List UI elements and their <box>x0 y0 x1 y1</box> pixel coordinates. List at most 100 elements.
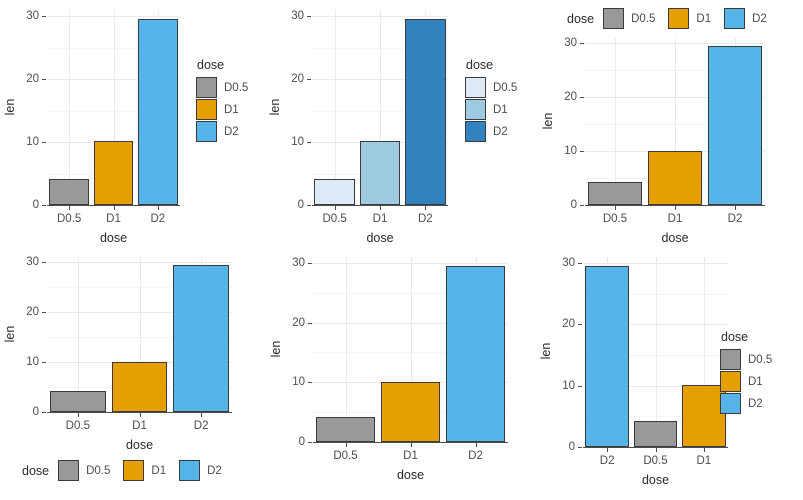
x-tick-label: D1 <box>403 450 418 462</box>
y-tick-label: 30 <box>291 10 304 23</box>
x-axis-line <box>312 205 448 206</box>
legend[interactable]: dose D0.5 D1 D2 <box>22 460 222 481</box>
x-axis-line <box>583 447 728 448</box>
y-tick-mark <box>42 142 46 144</box>
legend[interactable]: dose D0.5 D1 D2 <box>196 58 248 143</box>
gridline-vertical <box>380 10 381 205</box>
x-axis-title: dose <box>125 438 154 452</box>
legend[interactable]: dose D0.5 D1 D2 <box>567 8 767 29</box>
legend-swatch-d1 <box>465 99 486 120</box>
legend-swatch-d2 <box>179 460 201 481</box>
legend-key[interactable]: D0.5 <box>720 349 772 370</box>
x-tick-mark <box>139 413 141 417</box>
legend-key[interactable]: D2 <box>720 393 772 414</box>
bar <box>381 381 440 442</box>
legend-key[interactable]: D2 <box>179 460 222 481</box>
y-tick-mark <box>308 322 312 324</box>
y-tick-mark <box>42 79 46 81</box>
legend-swatch-d2 <box>720 393 741 414</box>
gridline-vertical <box>69 10 71 205</box>
chart-panel-3: 0 10 20 30 D0.5 D1 D2 dose len dose D0.5 D1 D2 <box>535 0 803 245</box>
chart-panel-4: 0 10 20 30 D0.5 D1 D2 dose len dose D0.5 D1 D2 <box>0 245 265 500</box>
legend-key[interactable]: D0.5 <box>58 460 110 481</box>
gridline-vertical <box>77 257 79 412</box>
legend-label: D2 <box>224 125 239 138</box>
legend-swatch-d0-5 <box>58 460 80 481</box>
y-tick-mark <box>578 263 582 265</box>
legend-key[interactable]: D1 <box>668 8 711 29</box>
y-tick-mark <box>580 151 584 153</box>
legend-key[interactable]: D2 <box>465 121 517 142</box>
legend-label: D0.5 <box>631 12 656 25</box>
x-tick-label: D0.5 <box>602 213 628 225</box>
x-tick-label: D2 <box>727 213 743 225</box>
y-tick-label: 30 <box>562 257 575 270</box>
legend-label: D2 <box>493 125 508 138</box>
gridline-vertical <box>139 257 141 412</box>
x-tick-label: D1 <box>106 213 121 225</box>
x-tick-mark <box>655 448 657 452</box>
bar <box>137 19 178 205</box>
x-axis-line <box>585 205 765 206</box>
bar <box>648 150 702 205</box>
x-axis-line <box>47 205 180 206</box>
bar <box>49 178 90 205</box>
legend-key[interactable]: D0.5 <box>603 8 655 29</box>
x-tick-label: D2 <box>150 213 166 225</box>
x-tick-mark <box>675 206 676 210</box>
gridline-vertical <box>345 257 347 442</box>
x-tick-label: D0.5 <box>333 450 358 462</box>
y-tick-mark <box>307 79 311 81</box>
legend-key[interactable]: D0.5 <box>465 77 517 98</box>
legend-key[interactable]: D1 <box>123 460 166 481</box>
bar <box>50 391 106 412</box>
legend-label: D0.5 <box>493 81 518 94</box>
legend-label: D1 <box>696 12 712 25</box>
x-axis-title: dose <box>396 468 425 482</box>
y-tick-mark <box>308 382 312 384</box>
legend-key[interactable]: D2 <box>196 121 248 142</box>
y-tick-mark <box>307 142 311 144</box>
legend-key[interactable]: D0.5 <box>196 77 248 98</box>
x-tick-mark <box>425 206 427 210</box>
y-tick-mark <box>42 262 46 263</box>
x-tick-mark <box>157 206 159 210</box>
y-tick-label: 20 <box>562 318 575 331</box>
gridline-vertical <box>113 10 115 205</box>
legend-title: dose <box>197 58 225 72</box>
y-tick-mark <box>42 312 46 313</box>
gridline-vertical <box>410 257 412 442</box>
gridline-vertical <box>675 38 676 205</box>
legend-key[interactable]: D2 <box>724 8 767 29</box>
legend-key[interactable]: D1 <box>720 371 772 392</box>
y-tick-mark <box>578 447 582 448</box>
x-tick-mark <box>113 206 115 210</box>
x-tick-mark <box>607 448 609 452</box>
chart-panel-2: 0 10 20 30 D0.5 D1 D2 dose len dose D0.5 D1 D2 <box>265 0 535 245</box>
x-tick-mark <box>345 443 347 447</box>
y-axis-title: len <box>268 98 282 115</box>
x-tick-mark <box>77 413 79 417</box>
legend-key[interactable]: D1 <box>196 99 248 120</box>
x-axis-line <box>313 442 508 443</box>
legend-label: D1 <box>493 103 508 116</box>
y-tick-label: 30 <box>26 256 39 268</box>
bar <box>633 421 678 447</box>
chart-panel-1: 0 10 20 30 D0.5 D1 D2 dose len dose D0.5 D1 D2 <box>0 0 265 245</box>
legend-label: D0.5 <box>224 81 249 94</box>
legend-key[interactable]: D1 <box>465 99 517 120</box>
legend-swatch-d1 <box>123 460 145 481</box>
legend-items: D0.5 D1 D2 <box>720 349 772 415</box>
bar <box>585 266 629 447</box>
gridline-vertical <box>655 257 657 447</box>
x-tick-label: D2 <box>468 450 483 462</box>
legend-swatch-d0-5 <box>603 8 625 29</box>
y-tick-label: 10 <box>26 136 39 149</box>
legend[interactable]: dose D0.5 D1 D2 <box>465 58 517 143</box>
legend[interactable]: dose D0.5 D1 D2 <box>720 330 772 415</box>
y-tick-mark <box>42 362 46 363</box>
y-tick-label: 20 <box>292 316 305 329</box>
legend-swatch-d2 <box>465 121 486 142</box>
legend-swatch-d2 <box>724 8 746 29</box>
y-tick-mark <box>580 43 584 45</box>
